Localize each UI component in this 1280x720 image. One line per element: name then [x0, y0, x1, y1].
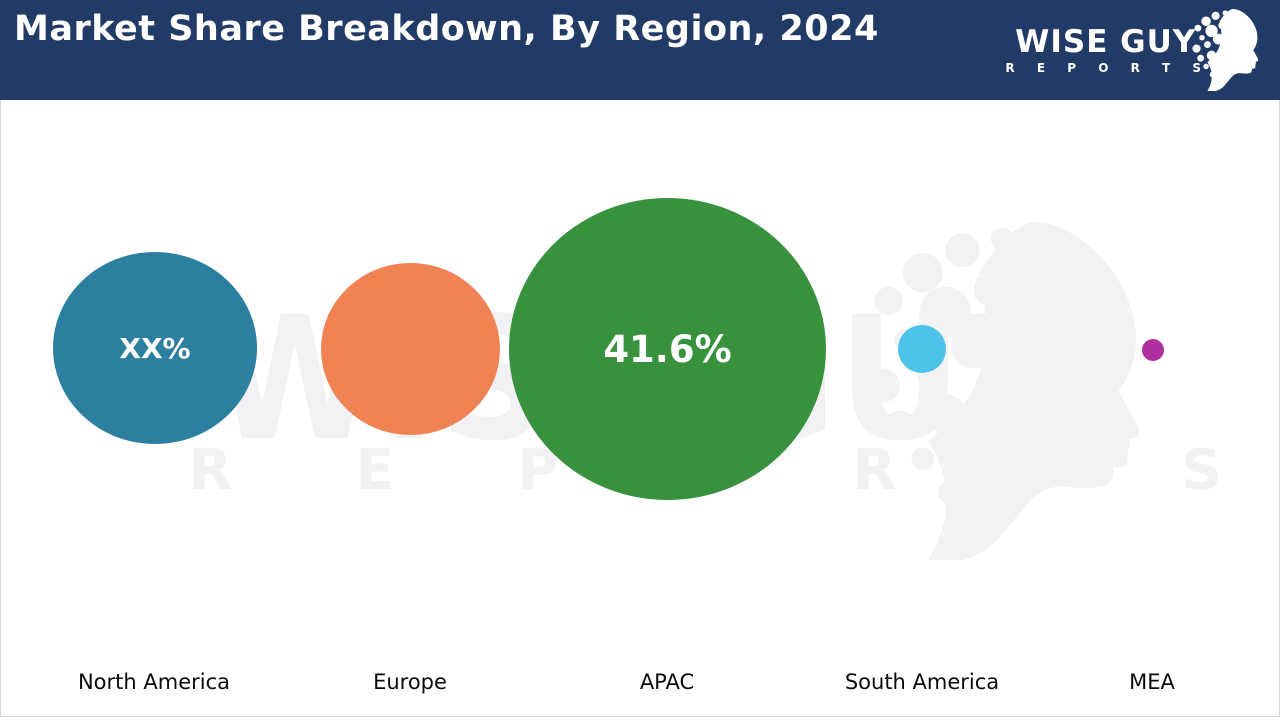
brand-subtitle: R E P O R T S	[1005, 60, 1210, 75]
header-bar: Market Share Breakdown, By Region, 2024 …	[0, 0, 1280, 100]
category-label-europe: Europe	[373, 670, 447, 694]
category-label-mea: MEA	[1129, 670, 1175, 694]
bubble-value-label: XX%	[119, 331, 191, 365]
bubble-north-america: XX%	[53, 252, 257, 444]
watermark-head-icon	[866, 222, 1139, 560]
brand-name: WISE GUY	[1015, 23, 1197, 60]
brand-logo: WISE GUY R E P O R T S	[1001, 8, 1272, 92]
bubble-europe	[321, 263, 500, 435]
brand-logo-text: WISE GUY R E P O R T S	[1001, 25, 1210, 76]
wiseguy-head-icon	[1192, 9, 1259, 91]
category-label-apac: APAC	[639, 670, 695, 694]
bubble-south-america	[898, 325, 946, 373]
bubble-apac: 41.6%	[509, 198, 826, 500]
bubble-value-label: 41.6%	[603, 327, 732, 371]
bubble-mea	[1142, 339, 1164, 361]
category-label-south-america: South America	[844, 670, 1000, 694]
category-label-north-america: North America	[77, 670, 231, 694]
chart-plot-area: WISE GUY R E P O R T S XX% 41.6%	[0, 100, 1280, 717]
page-title: Market Share Breakdown, By Region, 2024	[14, 9, 879, 49]
